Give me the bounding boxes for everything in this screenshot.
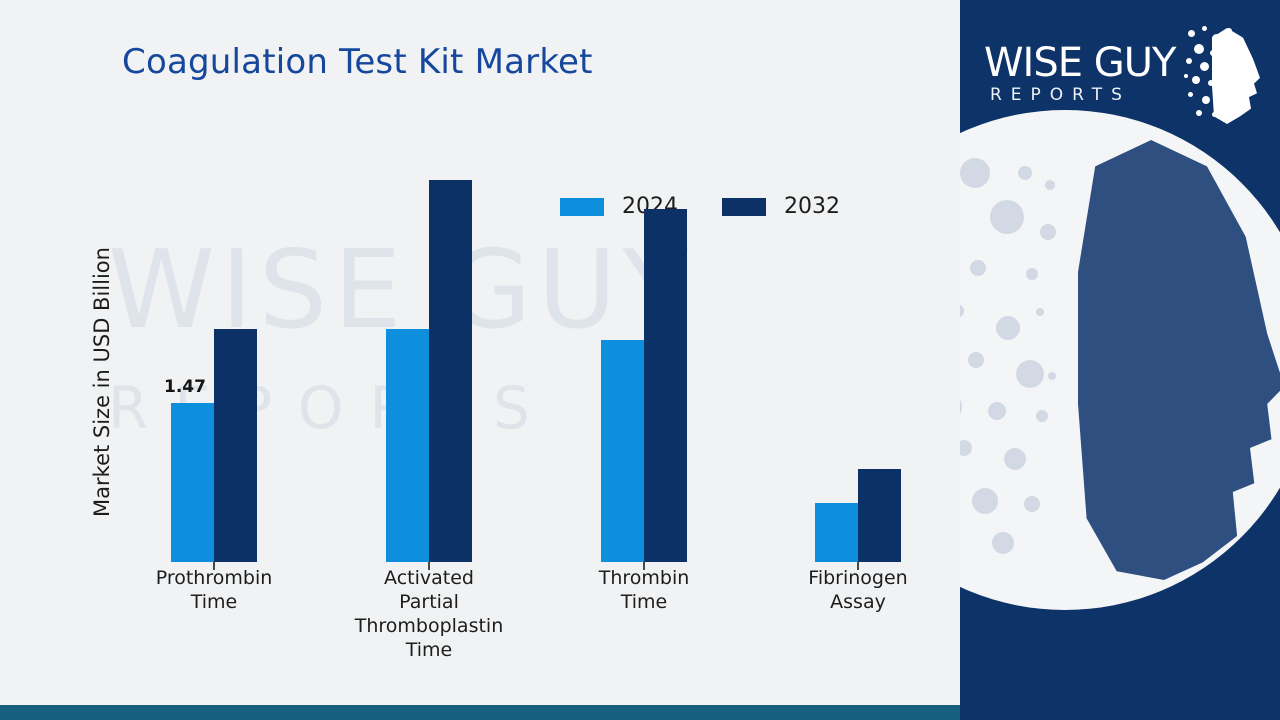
- logo-decorative-dot: [1212, 112, 1217, 117]
- x-axis-tick: [857, 562, 859, 570]
- chart-title: Coagulation Test Kit Market: [122, 42, 593, 82]
- logo-decorative-dot: [1216, 64, 1221, 69]
- logo-head-shape: [1212, 28, 1260, 124]
- x-axis-label-1: Activated Partial Thromboplastin Time: [354, 567, 504, 661]
- brand-panel: WISE GUY REPORTS: [960, 0, 1280, 720]
- decorative-dot: [988, 402, 1006, 420]
- decorative-dot: [960, 158, 990, 188]
- logo-decorative-dot: [1188, 92, 1193, 97]
- bar-2024-3[interactable]: [815, 503, 858, 562]
- x-axis-label-3: Fibrinogen Assay: [808, 567, 908, 613]
- decorative-dot: [1016, 360, 1044, 388]
- x-axis-category-labels: Prothrombin Time Activated Partial Thrombopl…: [96, 566, 936, 686]
- legend-label-2032: 2032: [784, 194, 840, 219]
- decorative-dot: [970, 260, 986, 276]
- legend-item-2032[interactable]: 2032: [722, 196, 840, 218]
- x-axis-tick: [643, 562, 645, 570]
- decorative-dot: [1004, 448, 1026, 470]
- logo-decorative-dot: [1238, 38, 1243, 43]
- decorative-dot: [992, 532, 1014, 554]
- bottom-accent-strip: [0, 705, 960, 720]
- logo-decorative-dot: [1226, 106, 1234, 114]
- logo-decorative-dot: [1218, 94, 1224, 100]
- decorative-dot: [990, 200, 1024, 234]
- wiseguy-reports-logo[interactable]: WISE GUY REPORTS: [982, 22, 1262, 124]
- logo-decorative-dot: [1202, 26, 1207, 31]
- logo-decorative-dot: [1226, 28, 1232, 34]
- bar-2032-1[interactable]: [429, 180, 472, 562]
- decorative-dot: [972, 488, 998, 514]
- logo-decorative-dot: [1208, 80, 1214, 86]
- x-axis-tick: [428, 562, 430, 570]
- decorative-dot: [960, 304, 964, 318]
- bar-2024-0[interactable]: [171, 402, 214, 562]
- logo-decorative-dot: [1194, 44, 1204, 54]
- logo-decorative-dot: [1250, 62, 1254, 66]
- decorative-dot: [1018, 166, 1032, 180]
- decorative-dot: [1026, 268, 1038, 280]
- logo-secondary-text: REPORTS: [990, 85, 1131, 105]
- x-axis-label-2: Thrombin Time: [598, 567, 690, 613]
- bar-2032-3[interactable]: [858, 468, 901, 562]
- legend-swatch-2024: [560, 198, 604, 216]
- chart-legend: 2024 2032: [560, 196, 840, 218]
- logo-decorative-dot: [1200, 62, 1209, 71]
- logo-head-icon: [1182, 24, 1264, 128]
- decorative-dot: [1036, 308, 1044, 316]
- logo-decorative-dot: [1236, 70, 1241, 75]
- decorative-dot: [1045, 180, 1055, 190]
- logo-decorative-dot: [1196, 110, 1202, 116]
- x-axis-label-0: Prothrombin Time: [155, 567, 273, 613]
- legend-swatch-2032: [722, 198, 766, 216]
- bar-2032-2[interactable]: [644, 208, 687, 562]
- logo-decorative-dot: [1184, 74, 1188, 78]
- bar-group: [386, 150, 472, 570]
- decorative-dot: [1036, 410, 1048, 422]
- decorative-dot: [960, 392, 962, 422]
- bar-2032-0[interactable]: [214, 328, 257, 562]
- logo-decorative-dot: [1232, 88, 1239, 95]
- bar-group: [171, 150, 257, 570]
- decorative-dot: [960, 440, 972, 456]
- chart-panel: WISE GUY REPORTS Coagulation Test Kit Ma…: [0, 42, 960, 720]
- logo-decorative-dot: [1242, 52, 1247, 57]
- logo-decorative-dot: [1192, 76, 1200, 84]
- logo-decorative-dot: [1186, 58, 1192, 64]
- logo-primary-text: WISE GUY: [984, 40, 1176, 86]
- decorative-dot: [968, 352, 984, 368]
- plot-area: 1.47: [96, 150, 936, 570]
- bar-group: [601, 150, 687, 570]
- bar-group: [815, 150, 901, 570]
- logo-decorative-dot: [1224, 44, 1232, 52]
- bar-value-label: 1.47: [164, 376, 206, 397]
- logo-decorative-dot: [1246, 76, 1252, 82]
- logo-decorative-dot: [1210, 50, 1216, 56]
- logo-decorative-dot: [1240, 100, 1245, 105]
- bar-2024-1[interactable]: [386, 328, 429, 562]
- logo-decorative-dot: [1202, 96, 1210, 104]
- decorative-dot: [996, 316, 1020, 340]
- decorative-dot: [1040, 224, 1056, 240]
- logo-decorative-dot: [1188, 30, 1195, 37]
- logo-decorative-dot: [1222, 76, 1231, 85]
- decorative-dot: [1048, 372, 1056, 380]
- logo-decorative-dot: [1212, 34, 1221, 43]
- x-axis-tick: [213, 562, 215, 570]
- logo-decorative-dot: [1230, 58, 1237, 65]
- molecular-dots-decoration: [960, 140, 1260, 560]
- bar-2024-2[interactable]: [601, 339, 644, 562]
- decorative-dot: [1024, 496, 1040, 512]
